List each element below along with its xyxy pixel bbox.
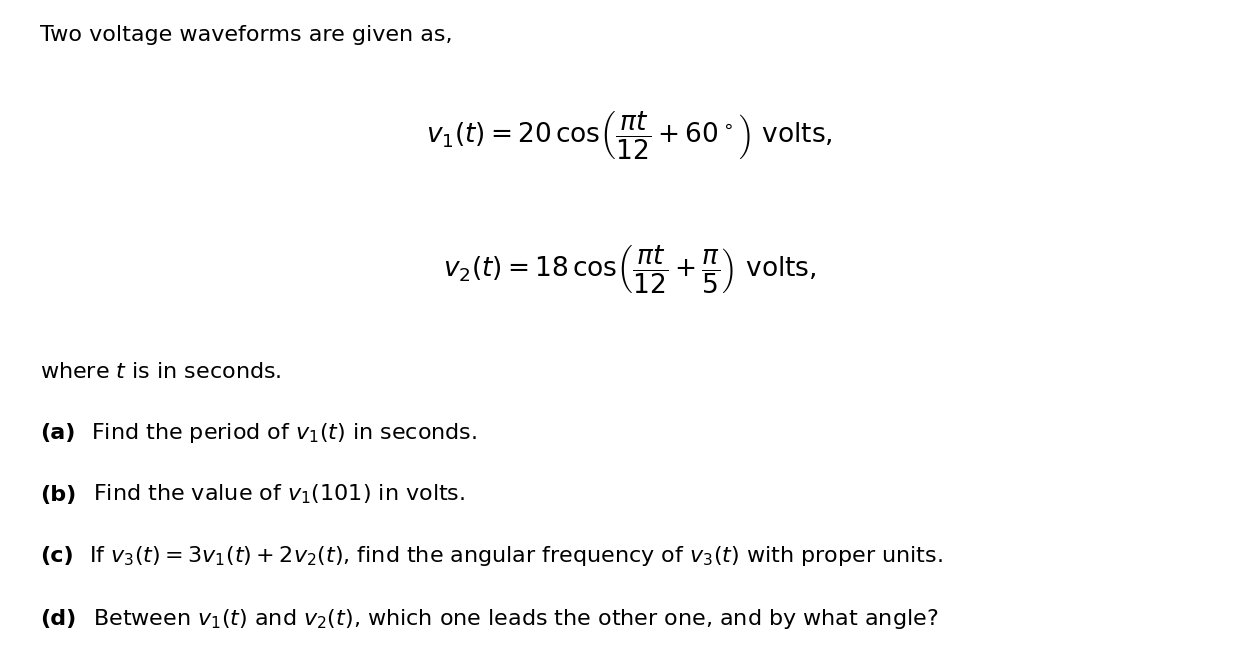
Text: Find the value of $v_1(101)$ in volts.: Find the value of $v_1(101)$ in volts. [86, 482, 465, 506]
Text: If $v_3(t) = 3v_1(t) + 2v_2(t)$, find the angular frequency of $v_3(t)$ with pro: If $v_3(t) = 3v_1(t) + 2v_2(t)$, find th… [82, 544, 943, 568]
Text: Between $v_1(t)$ and $v_2(t)$, which one leads the other one, and by what angle?: Between $v_1(t)$ and $v_2(t)$, which one… [86, 607, 938, 631]
Text: $v_1(t) = 20\,\mathrm{cos}\left(\dfrac{\pi t}{12} + 60^\circ\right) \ \mathrm{vo: $v_1(t) = 20\,\mathrm{cos}\left(\dfrac{\… [426, 109, 833, 161]
Text: (d): (d) [40, 609, 76, 629]
Text: where $t$ is in seconds.: where $t$ is in seconds. [40, 362, 281, 382]
Text: (c): (c) [40, 546, 73, 566]
Text: $v_2(t) = 18\,\mathrm{cos}\left(\dfrac{\pi t}{12} + \dfrac{\pi}{5}\right) \ \mat: $v_2(t) = 18\,\mathrm{cos}\left(\dfrac{\… [443, 243, 816, 295]
Text: Find the period of $v_1(t)$ in seconds.: Find the period of $v_1(t)$ in seconds. [84, 421, 477, 446]
Text: (b): (b) [40, 485, 76, 505]
Text: (a): (a) [40, 423, 76, 444]
Text: Two voltage waveforms are given as,: Two voltage waveforms are given as, [40, 25, 452, 45]
